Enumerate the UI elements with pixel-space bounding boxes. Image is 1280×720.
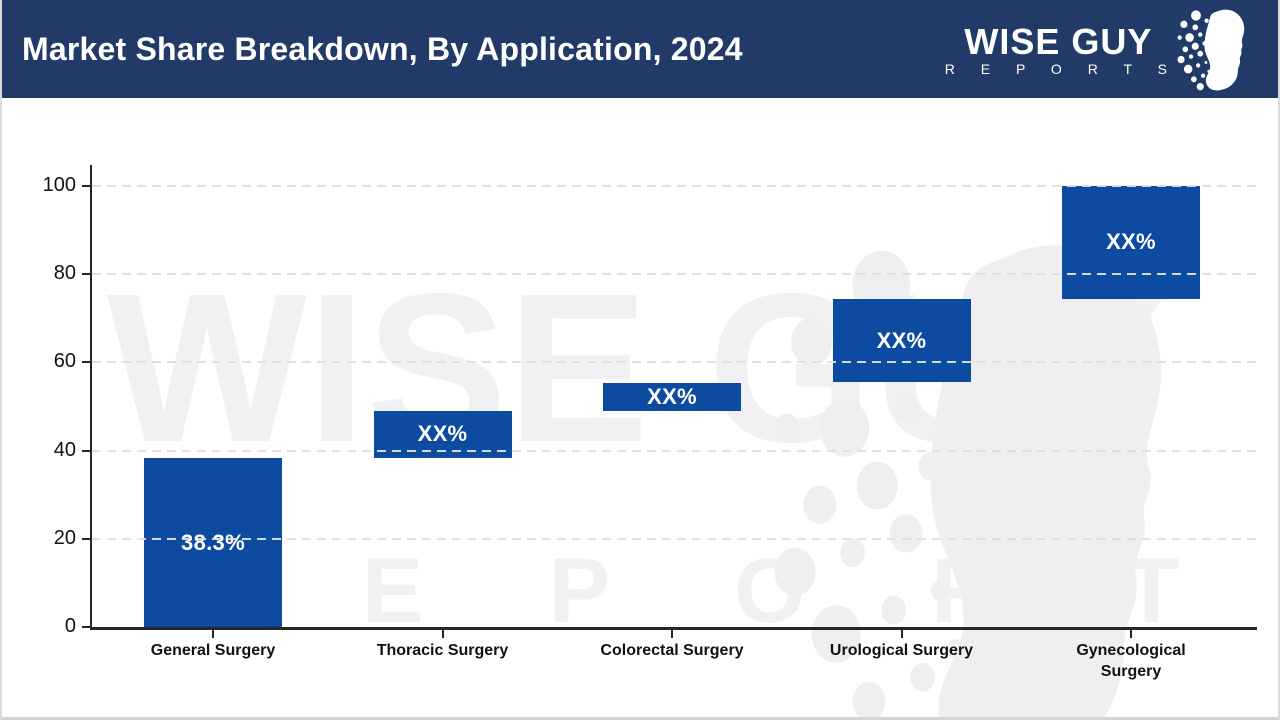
bar-0: 38.3% [144,458,282,627]
wise-guy-logo: WISE GUY R E P O R T S [939,6,1252,94]
y-tick-label-40: 40 [53,438,76,461]
y-tick-label-0: 0 [64,615,76,637]
y-tick-20 [82,537,90,540]
bar-value-label: XX% [417,421,468,447]
y-tick-100 [82,185,90,187]
x-tick-3 [900,630,903,638]
x-category-label: Thoracic Surgery [376,642,509,659]
y-tick-label-60: 60 [53,350,76,373]
y-tick-label-100: 100 [42,174,76,196]
x-tick-0 [212,630,214,638]
gridline-100 [92,185,1256,187]
y-tick-0 [82,626,90,628]
page-title: Market Share Breakdown, By Application, … [22,30,743,67]
x-category-label: Urological Surgery [829,642,974,659]
x-category-label: Gynecological Surgery [1076,642,1186,680]
bar-4: XX% [1062,186,1200,299]
bar-3: XX% [832,298,971,383]
y-tick-label-80: 80 [53,262,76,285]
bar-value-label: XX% [647,384,697,410]
gridline-40 [92,449,1256,452]
gridline-20 [92,537,1256,540]
bar-2: XX% [603,383,741,411]
y-axis-spine [90,165,92,629]
bar-value-label: 38.3% [181,529,245,555]
logo-face-icon [1177,9,1245,91]
x-tick-4 [1130,630,1132,638]
logo-subtext: R E P O R T S [944,61,1178,78]
x-category-label: Colorectal Surgery [600,642,744,659]
logo-wordmark: WISE GUY [964,20,1153,62]
y-tick-80 [82,273,90,276]
y-tick-40 [82,449,90,452]
y-tick-label-20: 20 [53,526,76,549]
bar-value-label: XX% [876,327,927,353]
gridline-60 [92,361,1256,364]
y-tick-60 [82,361,90,364]
x-tick-1 [441,630,444,638]
x-axis-spine [90,627,1257,630]
x-category-label: General Surgery [150,642,276,659]
bar-value-label: XX% [1106,229,1156,255]
x-tick-2 [671,630,673,638]
header: Market Share Breakdown, By Application, … [2,0,1278,98]
gridline-80 [92,273,1256,276]
